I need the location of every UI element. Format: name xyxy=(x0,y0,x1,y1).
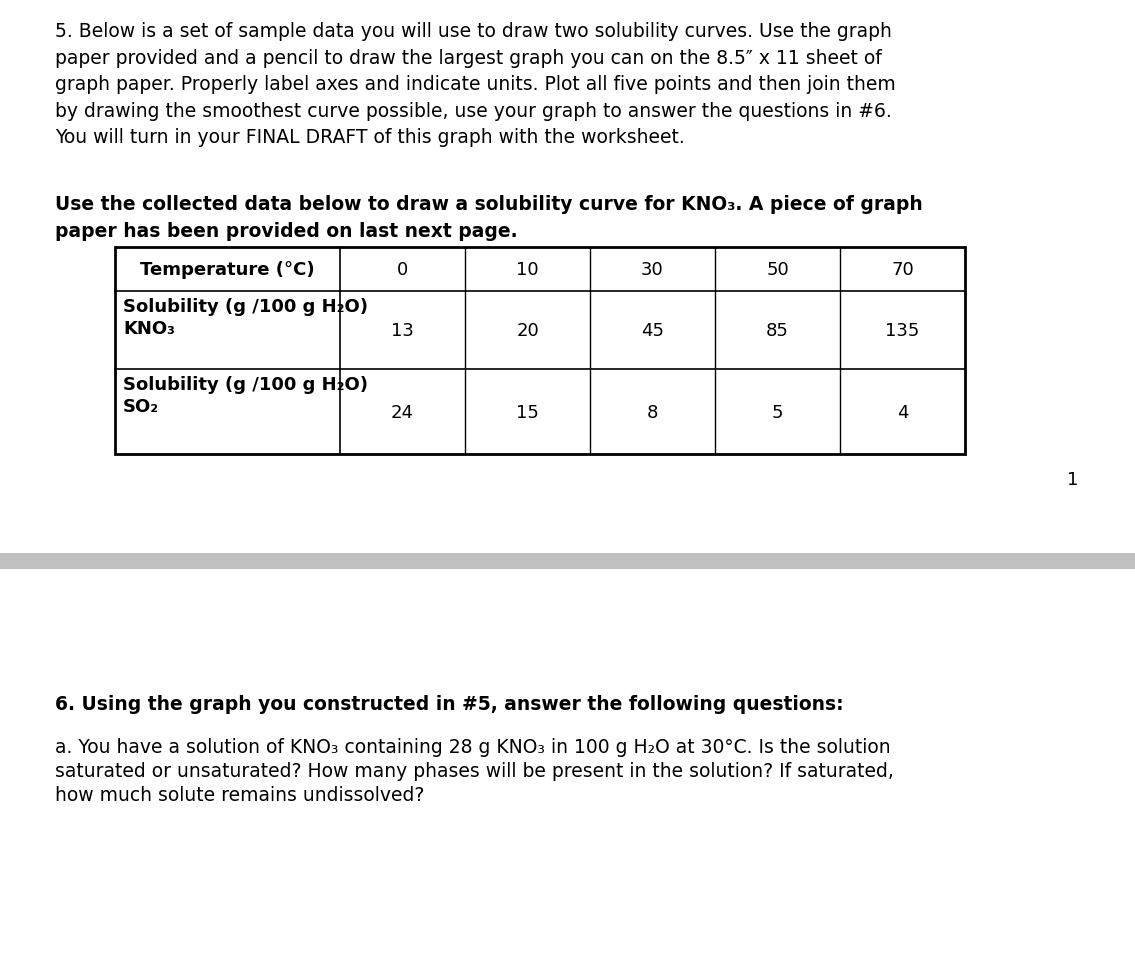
Text: 20: 20 xyxy=(516,322,539,339)
Text: 5: 5 xyxy=(772,403,783,421)
Text: Solubility (g /100 g H₂O): Solubility (g /100 g H₂O) xyxy=(123,375,368,394)
Text: 13: 13 xyxy=(392,322,414,339)
Text: a. You have a solution of KNO₃ containing 28 g KNO₃ in 100 g H₂O at 30°C. Is the: a. You have a solution of KNO₃ containin… xyxy=(54,738,891,757)
Text: 6. Using the graph you constructed in #5, answer the following questions:: 6. Using the graph you constructed in #5… xyxy=(54,695,843,713)
Text: 30: 30 xyxy=(641,261,664,278)
Text: SO₂: SO₂ xyxy=(123,397,159,416)
Text: 85: 85 xyxy=(766,322,789,339)
Text: 10: 10 xyxy=(516,261,539,278)
Text: 15: 15 xyxy=(516,403,539,421)
Text: 1: 1 xyxy=(1067,471,1078,489)
Text: 24: 24 xyxy=(390,403,414,421)
Text: Temperature (°C): Temperature (°C) xyxy=(141,261,314,278)
Text: 0: 0 xyxy=(397,261,409,278)
Text: how much solute remains undissolved?: how much solute remains undissolved? xyxy=(54,785,424,804)
Text: 8: 8 xyxy=(647,403,658,421)
Text: 45: 45 xyxy=(641,322,664,339)
Text: 135: 135 xyxy=(885,322,919,339)
Text: saturated or unsaturated? How many phases will be present in the solution? If sa: saturated or unsaturated? How many phase… xyxy=(54,761,894,781)
Text: Solubility (g /100 g H₂O): Solubility (g /100 g H₂O) xyxy=(123,297,368,315)
Text: 50: 50 xyxy=(766,261,789,278)
Text: 4: 4 xyxy=(897,403,908,421)
Text: Use the collected data below to draw a solubility curve for KNO₃. A piece of gra: Use the collected data below to draw a s… xyxy=(54,194,923,240)
Text: 70: 70 xyxy=(891,261,914,278)
Text: 5. Below is a set of sample data you will use to draw two solubility curves. Use: 5. Below is a set of sample data you wil… xyxy=(54,22,896,147)
Text: KNO₃: KNO₃ xyxy=(123,319,175,337)
Bar xyxy=(115,248,965,455)
